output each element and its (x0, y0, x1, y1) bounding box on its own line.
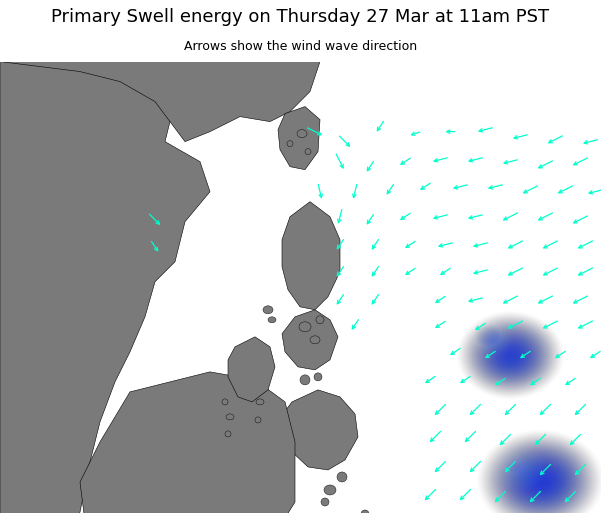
Ellipse shape (324, 485, 336, 495)
Ellipse shape (256, 399, 264, 405)
Ellipse shape (361, 510, 369, 513)
Ellipse shape (297, 130, 307, 137)
Polygon shape (283, 390, 358, 470)
Ellipse shape (255, 417, 261, 423)
Polygon shape (278, 107, 320, 170)
Ellipse shape (225, 431, 231, 437)
Ellipse shape (287, 141, 293, 147)
Polygon shape (282, 310, 338, 370)
Ellipse shape (305, 149, 311, 154)
Ellipse shape (222, 399, 228, 405)
Ellipse shape (268, 317, 276, 323)
Ellipse shape (310, 336, 320, 344)
Text: Arrows show the wind wave direction: Arrows show the wind wave direction (184, 40, 417, 53)
Polygon shape (0, 62, 210, 513)
Polygon shape (282, 202, 340, 310)
Polygon shape (228, 337, 275, 402)
Text: Primary Swell energy on Thursday 27 Mar at 11am PST: Primary Swell energy on Thursday 27 Mar … (52, 8, 549, 26)
Ellipse shape (321, 498, 329, 506)
Ellipse shape (300, 375, 310, 385)
Ellipse shape (314, 373, 322, 381)
Polygon shape (80, 372, 295, 513)
Ellipse shape (316, 316, 324, 324)
Ellipse shape (337, 472, 347, 482)
Ellipse shape (226, 414, 234, 420)
Ellipse shape (263, 306, 273, 314)
Polygon shape (0, 62, 320, 142)
Ellipse shape (299, 322, 311, 332)
